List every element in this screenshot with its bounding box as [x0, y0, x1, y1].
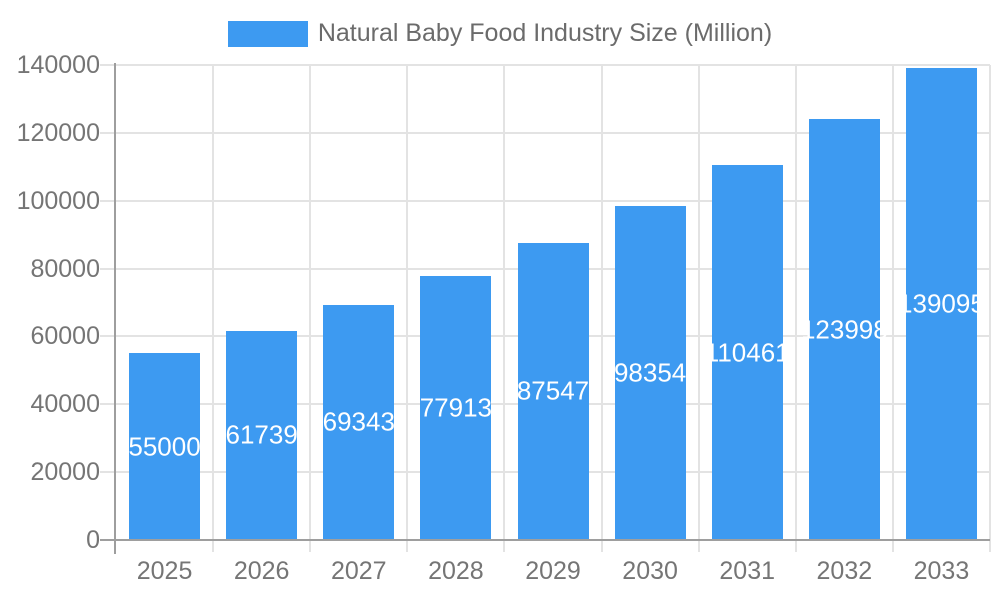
bar-value-label: 69343 — [322, 406, 395, 437]
bar[interactable] — [129, 353, 201, 540]
bar-value-label: 98354 — [613, 357, 687, 388]
bar[interactable] — [420, 275, 492, 540]
y-axis-line — [114, 63, 116, 554]
bar-value-label: 123998 — [800, 314, 888, 345]
gridline-horizontal — [100, 64, 990, 66]
bar[interactable] — [614, 206, 686, 540]
gridline-vertical — [309, 65, 312, 552]
y-axis-tick-label: 120000 — [16, 118, 100, 147]
y-axis-tick-label: 60000 — [30, 322, 100, 351]
bar-value-label: 110461 — [704, 337, 790, 368]
bar[interactable] — [808, 119, 880, 540]
y-axis-tick-label: 20000 — [30, 458, 100, 487]
gridline-vertical — [891, 65, 894, 552]
gridline-horizontal — [100, 131, 990, 134]
y-axis-tick-label: 0 — [86, 526, 100, 554]
chart-legend: Natural Baby Food Industry Size (Million… — [0, 19, 1000, 48]
x-axis-tick-label: 2030 — [622, 557, 678, 585]
plot-area: 0 20000 40000 60000 80000 100000 120000 140000 5… — [17, 51, 991, 585]
bar-value-label: 77913 — [419, 392, 493, 423]
gridline-vertical — [989, 65, 991, 552]
x-axis-tick-label: 2026 — [233, 557, 290, 585]
x-axis-tick-label: 2028 — [428, 557, 484, 585]
bar-value-label: 87547 — [516, 375, 590, 406]
x-axis-tick-label: 2033 — [913, 557, 970, 585]
gridline-vertical — [406, 65, 409, 552]
bar[interactable] — [323, 304, 395, 540]
y-axis-tick-label: 100000 — [16, 186, 100, 215]
bar[interactable] — [226, 330, 298, 540]
y-axis-tick-label: 140000 — [16, 51, 100, 79]
y-axis-tick-label: 80000 — [30, 254, 100, 283]
legend-swatch — [227, 20, 308, 47]
x-axis-tick-label: 2031 — [719, 557, 776, 585]
x-axis-tick-label: 2029 — [525, 557, 581, 585]
bar[interactable] — [905, 68, 977, 540]
gridline-vertical — [697, 65, 700, 552]
x-axis-tick-label: 2027 — [330, 557, 387, 585]
gridline-vertical — [794, 65, 797, 552]
gridline-vertical — [600, 65, 603, 552]
bar-value-label: 139095 — [898, 288, 985, 319]
legend-label: Natural Baby Food Industry Size (Million… — [317, 19, 773, 47]
x-axis-tick-label: 2032 — [816, 557, 873, 585]
y-axis-tick-label: 40000 — [30, 390, 100, 419]
x-axis-line — [100, 539, 990, 541]
bar[interactable] — [517, 242, 589, 540]
bar-value-label: 55000 — [128, 431, 201, 462]
x-axis-tick-label: 2025 — [136, 557, 193, 585]
gridline-vertical — [212, 65, 215, 552]
bar[interactable] — [711, 165, 783, 540]
gridline-vertical — [503, 65, 506, 552]
gridline-horizontal — [100, 199, 990, 202]
bar-value-label: 61739 — [225, 419, 298, 450]
